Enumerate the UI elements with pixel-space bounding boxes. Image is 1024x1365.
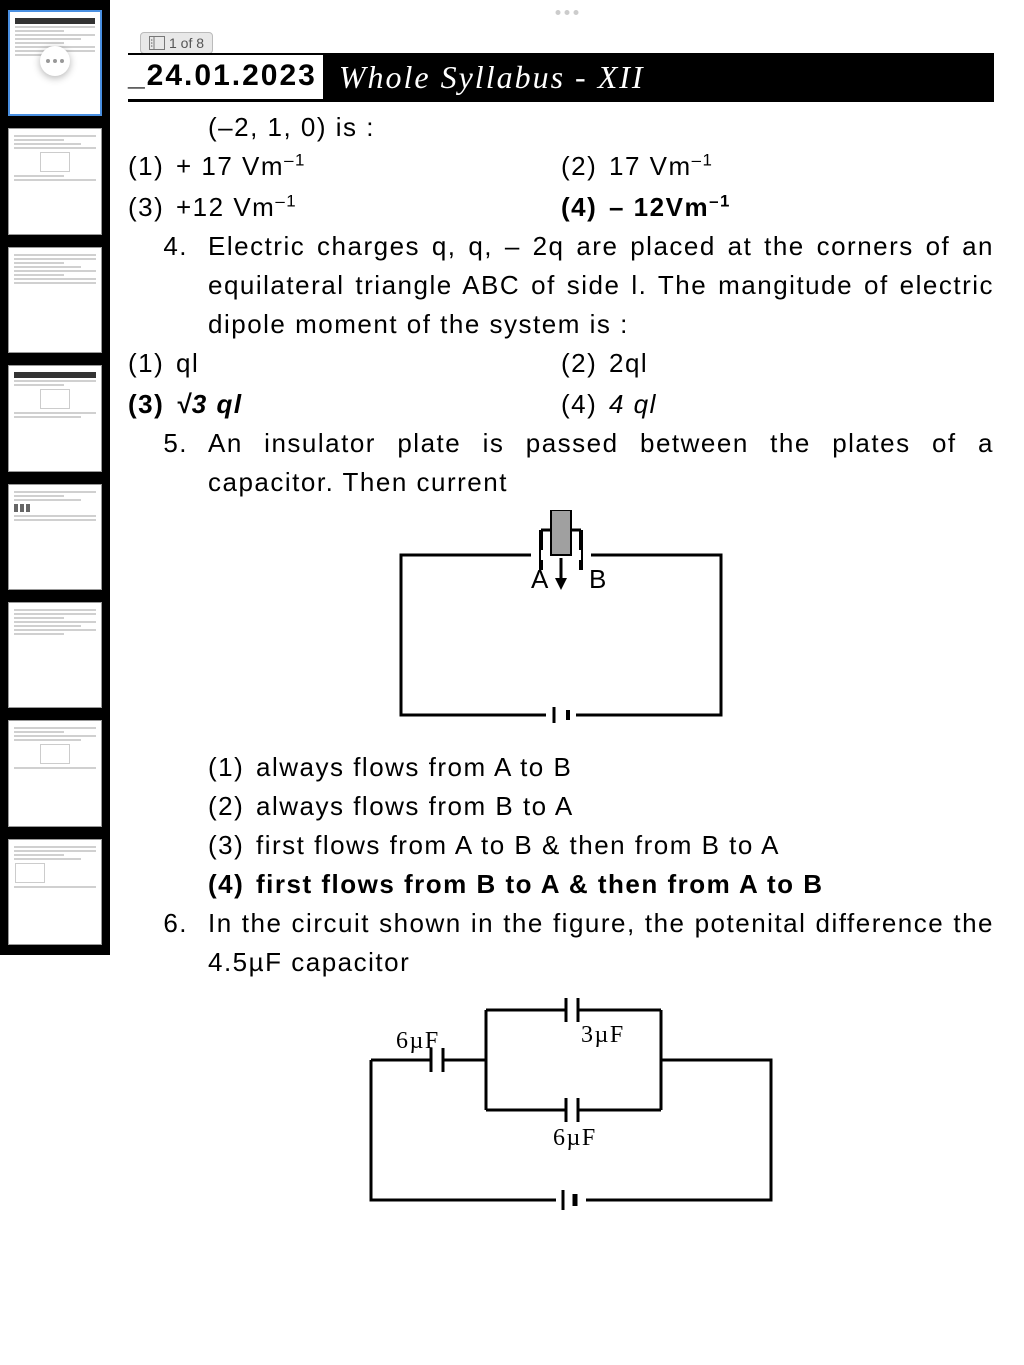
q6: 6. In the circuit shown in the figure, t… (128, 904, 994, 982)
svg-text:B: B (589, 564, 608, 594)
thumbnail-page-3[interactable] (8, 247, 102, 353)
q5-stem: An insulator plate is passed between the… (208, 424, 994, 502)
page-dots-icon (556, 10, 579, 15)
thumbnail-page-8[interactable] (8, 839, 102, 945)
q5-number: 5. (128, 424, 208, 463)
q6-stem: In the circuit shown in the figure, the … (208, 904, 994, 982)
q5-options: (1)always flows from A to B (2)always fl… (208, 748, 994, 904)
pages-icon (149, 36, 165, 50)
svg-text:6µF: 6µF (553, 1125, 597, 1151)
title-bar: _24.01.2023 Whole Syllabus - XII (128, 53, 994, 102)
svg-text:3µF: 3µF (581, 1022, 625, 1048)
page-indicator: 1 of 8 (140, 32, 213, 54)
q5: 5. An insulator plate is passed between … (128, 424, 994, 502)
q5-diagram: A B (128, 510, 994, 740)
thumbnail-menu-button[interactable] (40, 46, 70, 76)
page-content: 1 of 8 _24.01.2023 Whole Syllabus - XII … (110, 0, 1024, 1365)
thumbnail-sidebar (0, 0, 110, 955)
date-label: _24.01.2023 (128, 53, 323, 102)
q6-diagram: 6µF 3µF 6µF (128, 990, 994, 1220)
syllabus-title: Whole Syllabus - XII (323, 53, 994, 102)
q3-stem-tail: (–2, 1, 0) is : (208, 108, 994, 147)
svg-text:A: A (531, 564, 550, 594)
q6-number: 6. (128, 904, 208, 943)
page-indicator-label: 1 of 8 (169, 35, 204, 51)
q4-number: 4. (128, 227, 208, 266)
q4-options: (1)ql (2)2ql (3)√3 ql (4)4 ql (128, 344, 994, 424)
svg-text:6µF: 6µF (396, 1028, 440, 1054)
q4: 4. Electric charges q, q, – 2q are place… (128, 227, 994, 344)
thumbnail-page-2[interactable] (8, 128, 102, 234)
q4-stem: Electric charges q, q, – 2q are placed a… (208, 227, 994, 344)
thumbnail-page-4[interactable] (8, 365, 102, 471)
thumbnail-page-5[interactable] (8, 484, 102, 590)
thumbnail-page-6[interactable] (8, 602, 102, 708)
thumbnail-page-7[interactable] (8, 720, 102, 826)
q3-options: (1)+ 17 Vm–1 (2)17 Vm–1 (3)+12 Vm–1 (4)–… (128, 147, 994, 227)
thumbnail-page-1[interactable] (8, 10, 102, 116)
